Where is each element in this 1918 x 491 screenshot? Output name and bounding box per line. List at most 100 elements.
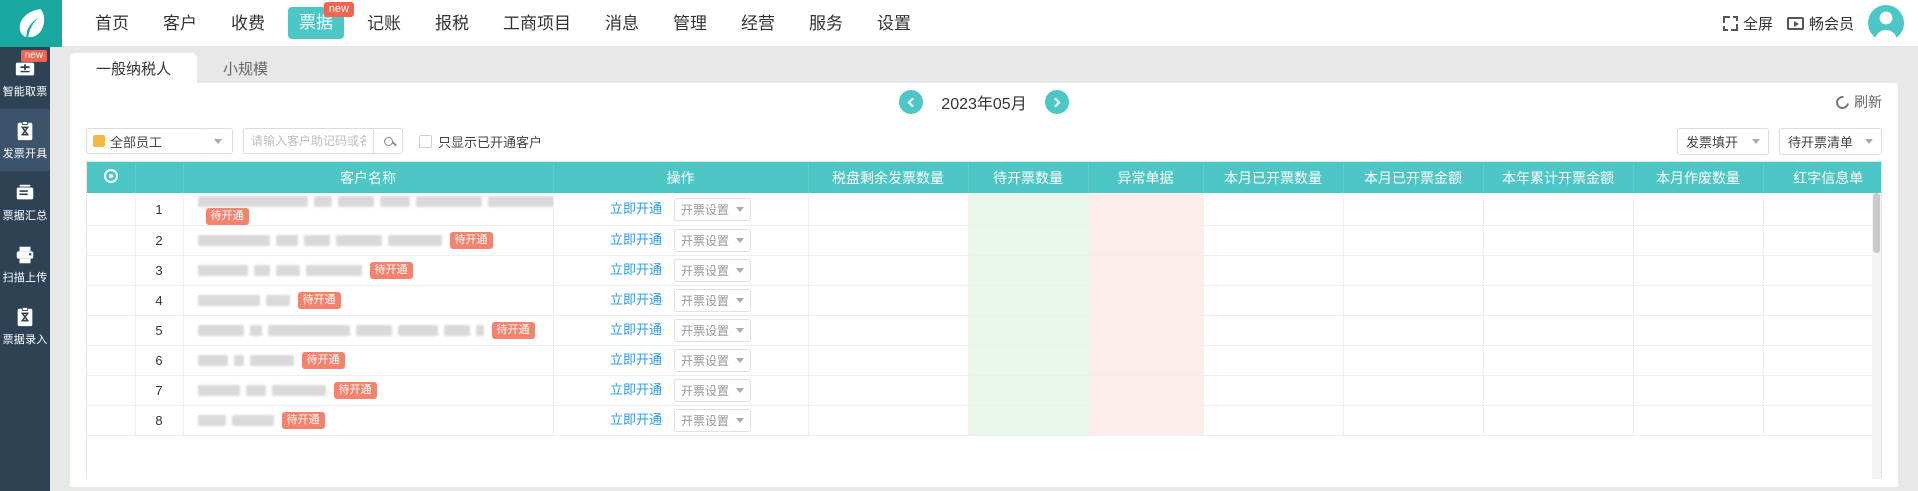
activate-now-link[interactable]: 立即开通 [609, 382, 662, 398]
scrollbar-thumb[interactable] [1873, 193, 1880, 253]
row-select-cell[interactable] [87, 193, 136, 227]
vertical-scrollbar[interactable] [1872, 193, 1881, 479]
table-row[interactable]: 7 待开通 立即开通 开票设置 [87, 375, 1881, 407]
cell-m_issued_cnt [1203, 345, 1344, 377]
activate-now-link[interactable]: 立即开通 [609, 200, 662, 216]
search-button[interactable] [373, 128, 403, 154]
sidebar-item-0[interactable]: 智能取票 new [0, 47, 50, 109]
redacted-block [475, 325, 484, 337]
row-select-cell[interactable] [87, 315, 136, 347]
table-row[interactable]: 2 待开通 立即开通 开票设置 [87, 225, 1881, 257]
column-header-taxdisk: 税盘剩余发票数量 [808, 162, 969, 193]
search-input[interactable] [243, 128, 373, 154]
cell-m_void_cnt [1633, 193, 1764, 227]
row-select-cell[interactable] [87, 375, 136, 407]
column-header-name: 客户名称 [183, 162, 554, 193]
tab-0[interactable]: 一般纳税人 [70, 53, 198, 87]
nav-item-label: 工商项目 [503, 13, 571, 33]
checkbox-box [419, 134, 432, 148]
activate-now-link[interactable]: 立即开通 [609, 412, 662, 428]
nav-item-5[interactable]: 报税 [418, 0, 486, 47]
invoice-settings-button[interactable]: 开票设置 [674, 289, 752, 313]
row-select-cell[interactable] [87, 225, 136, 257]
invoice-settings-button[interactable]: 开票设置 [674, 259, 752, 283]
redacted-block [275, 265, 300, 277]
nav-item-10[interactable]: 服务 [792, 0, 860, 47]
only-activated-checkbox[interactable]: 只显示已开通客户 [419, 132, 542, 151]
invoice-settings-button[interactable]: 开票设置 [674, 197, 752, 221]
redacted-customer-name [197, 385, 326, 397]
sidebar-item-3[interactable]: 扫描上传 [0, 233, 50, 295]
column-header-gear[interactable] [87, 162, 136, 193]
chevron-down-icon [736, 358, 745, 364]
table-row[interactable]: 1 待开通 立即开通 开票设置 [87, 193, 1881, 227]
chevron-down-icon [736, 388, 745, 394]
tab-1[interactable]: 小规模 [197, 53, 294, 87]
table-row[interactable]: 6 待开通 立即开通 开票设置 [87, 345, 1881, 377]
employee-select[interactable]: 全部员工 [86, 128, 204, 154]
nav-item-9[interactable]: 经营 [724, 0, 792, 47]
next-month-button[interactable] [1044, 90, 1069, 114]
nav-item-7[interactable]: 消息 [588, 0, 656, 47]
prev-month-button[interactable] [899, 90, 924, 114]
redacted-block [271, 385, 326, 397]
avatar[interactable] [1868, 5, 1904, 41]
nav-item-4[interactable]: 记账 [350, 0, 418, 47]
activate-now-link[interactable]: 立即开通 [609, 232, 662, 248]
column-header-abnormal: 异常单据 [1088, 162, 1204, 193]
invoice-settings-button[interactable]: 开票设置 [674, 409, 752, 433]
table-row[interactable]: 5 待开通 立即开通 开票设置 [87, 315, 1881, 347]
cell-taxdisk [808, 255, 969, 287]
invoice-settings-label: 开票设置 [681, 234, 730, 249]
nav-item-11[interactable]: 设置 [860, 0, 928, 47]
cell-m_issued_cnt [1203, 285, 1344, 317]
table-row[interactable]: 8 待开通 立即开通 开票设置 [87, 405, 1881, 437]
row-select-cell[interactable] [87, 255, 136, 287]
row-select-cell[interactable] [87, 285, 136, 317]
sidebar-item-1[interactable]: 发票开具 [0, 109, 50, 171]
nav-item-label: 经营 [741, 13, 775, 33]
cell-m_void_cnt [1633, 225, 1764, 257]
table-row[interactable]: 4 待开通 立即开通 开票设置 [87, 285, 1881, 317]
invoice-settings-button[interactable]: 开票设置 [674, 229, 752, 253]
redacted-customer-name [197, 355, 294, 367]
refresh-button[interactable]: 刷新 [1833, 92, 1882, 112]
redacted-block [197, 196, 308, 208]
cell-m_issued_cnt [1203, 405, 1344, 437]
activate-now-link[interactable]: 立即开通 [609, 322, 662, 338]
invoice-settings-button[interactable]: 开票设置 [674, 349, 752, 373]
activate-now-link[interactable]: 立即开通 [609, 292, 662, 308]
nav-item-1[interactable]: 客户 [146, 0, 214, 47]
activate-now-link[interactable]: 立即开通 [609, 352, 662, 368]
fullscreen-button[interactable]: 全屏 [1722, 13, 1773, 34]
cell-m_issued_cnt [1203, 255, 1344, 287]
nav-item-3[interactable]: 票据 new [282, 0, 354, 47]
row-select-cell[interactable] [87, 345, 136, 377]
row-select-cell[interactable] [87, 405, 136, 437]
redacted-block [197, 355, 228, 367]
invoice-settings-button[interactable]: 开票设置 [674, 379, 752, 403]
nav-item-2[interactable]: 收费 [214, 0, 282, 47]
chevron-down-icon [736, 238, 745, 244]
nav-item-8[interactable]: 管理 [656, 0, 724, 47]
table-row[interactable]: 3 待开通 立即开通 开票设置 [87, 255, 1881, 287]
redacted-block [443, 325, 470, 337]
sidebar-item-2[interactable]: 票据汇总 [0, 171, 50, 233]
nav-item-0[interactable]: 首页 [78, 0, 146, 47]
member-button[interactable]: 畅会员 [1786, 13, 1854, 34]
pending-list-button[interactable]: 待开票清单 [1778, 127, 1882, 155]
column-header-m_issued_cnt: 本月已开票数量 [1203, 162, 1344, 193]
invoice-settings-button[interactable]: 开票设置 [674, 319, 752, 343]
table-body: 1 待开通 立即开通 开票设置 2 待开通 立即开通 开票设置 3 待开通 立即开通 开票设置 4 待开通… [87, 193, 1881, 437]
customer-table: 客户名称 操作 税盘剩余发票数量 待开票数量 异常单据 本月已开票数量 本月已开票金额 本年累… [87, 162, 1881, 437]
activate-now-link[interactable]: 立即开通 [609, 262, 662, 278]
tab-strip: 一般纳税人 小规模 [50, 47, 1918, 87]
sidebar-item-4[interactable]: 票据录入 [0, 295, 50, 357]
status-badge: 待开通 [297, 292, 341, 310]
app-logo[interactable] [0, 0, 62, 47]
nav-item-6[interactable]: 工商项目 [486, 0, 588, 47]
employee-select-arrow[interactable] [203, 128, 233, 154]
invoice-fill-button[interactable]: 发票填开 [1676, 127, 1769, 155]
cell-pending [968, 315, 1089, 347]
invoice-settings-label: 开票设置 [681, 202, 730, 217]
